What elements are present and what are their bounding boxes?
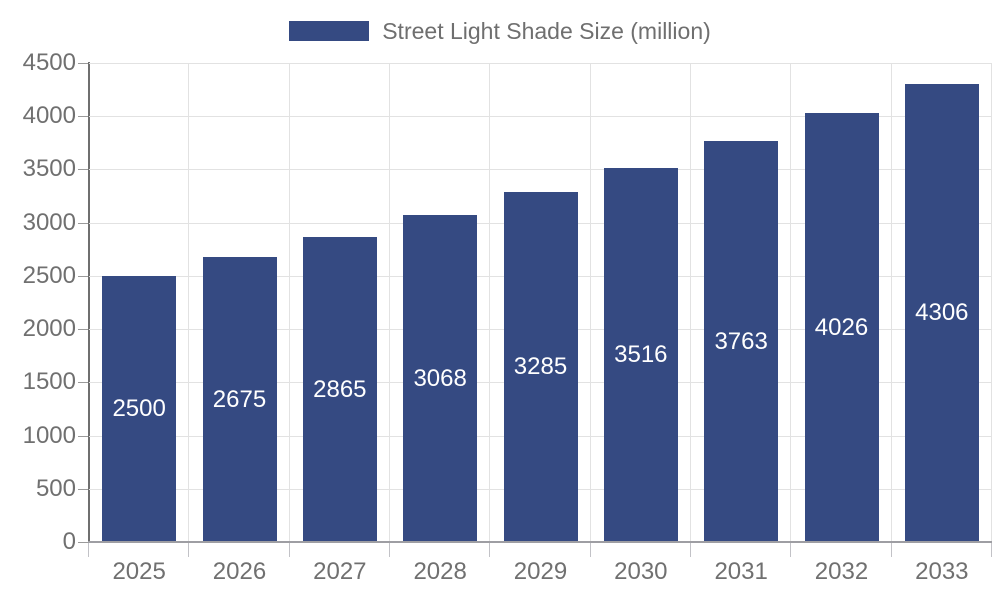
y-tick-mark [78, 116, 88, 118]
bar-2029[interactable]: 3285 [503, 192, 578, 542]
legend-swatch-icon [289, 21, 370, 41]
gridline-vertical [991, 63, 992, 542]
bar-value-label: 4026 [814, 313, 869, 341]
bar-2031[interactable]: 3763 [704, 141, 779, 542]
y-tick-label: 500 [35, 474, 76, 502]
y-axis-line [88, 62, 90, 543]
legend[interactable]: Street Light Shade Size (million) [0, 16, 1000, 46]
plot-area: 2500 2675 2865 3068 3285 3516 3763 4026 4306 [89, 63, 992, 542]
x-tick-label: 2025 [112, 558, 166, 585]
x-tick-label: 2026 [212, 558, 267, 585]
y-tick-mark [78, 169, 88, 171]
y-tick-label: 3500 [22, 155, 76, 183]
x-tick-label: 2028 [413, 558, 467, 585]
y-tick-label: 1000 [22, 421, 76, 449]
legend-label: Street Light Shade Size (million) [382, 17, 711, 44]
bar-value-label: 3068 [413, 364, 467, 392]
gridline-vertical [388, 63, 390, 542]
gridline-vertical [188, 63, 190, 542]
gridline-horizontal [89, 116, 992, 118]
x-tick-label: 2032 [814, 558, 869, 585]
y-tick-mark [78, 488, 88, 490]
bar-2027[interactable]: 2865 [302, 237, 377, 542]
y-tick-label: 2000 [22, 315, 76, 343]
x-tick-mark [991, 543, 992, 557]
bar-value-label: 2675 [212, 385, 267, 413]
bar-2033[interactable]: 4306 [904, 83, 979, 542]
y-tick-label: 2500 [22, 261, 76, 289]
gridline-vertical [489, 63, 491, 542]
bar-2026[interactable]: 2675 [202, 257, 277, 542]
x-tick-mark [890, 543, 892, 557]
x-tick-mark [489, 543, 491, 557]
x-tick-mark [188, 543, 190, 557]
x-tick-label: 2033 [915, 558, 969, 585]
y-tick-mark [78, 329, 88, 331]
bar-2030[interactable]: 3516 [603, 167, 678, 542]
bar-value-label: 3516 [614, 340, 668, 368]
gridline-horizontal [89, 169, 992, 171]
x-tick-mark [389, 543, 390, 557]
y-tick-mark [78, 382, 88, 384]
y-tick-label: 1500 [22, 368, 76, 396]
x-tick-mark [88, 543, 89, 557]
y-tick-mark [78, 542, 88, 543]
gridline-vertical [589, 63, 591, 542]
bar-value-label: 2865 [313, 375, 367, 403]
x-tick-label: 2030 [614, 558, 668, 585]
gridline-horizontal [89, 63, 992, 64]
bar-2032[interactable]: 4026 [804, 113, 879, 542]
y-tick-mark [78, 435, 88, 437]
bar-value-label: 3763 [714, 327, 768, 355]
bar-value-label: 2500 [112, 394, 166, 422]
bar-2028[interactable]: 3068 [403, 215, 478, 542]
x-tick-label: 2027 [313, 558, 367, 585]
bar-value-label: 3285 [513, 353, 568, 381]
bar-value-label: 4306 [915, 298, 969, 326]
y-tick-label: 4000 [22, 102, 76, 130]
y-tick-mark [78, 275, 88, 277]
y-tick-mark [78, 222, 88, 224]
y-tick-mark [78, 63, 88, 64]
gridline-vertical [890, 63, 892, 542]
x-tick-mark [589, 543, 591, 557]
gridline-vertical [689, 63, 691, 542]
y-tick-label: 4500 [22, 49, 76, 76]
y-tick-label: 3000 [22, 208, 76, 236]
y-tick-label: 0 [62, 528, 76, 555]
x-tick-label: 2031 [714, 558, 768, 585]
x-tick-mark [288, 543, 290, 557]
bar-2025[interactable]: 2500 [102, 275, 177, 542]
gridline-vertical [288, 63, 290, 542]
x-axis-line [88, 541, 992, 543]
gridline-vertical [790, 63, 792, 542]
x-tick-mark [690, 543, 691, 557]
x-tick-label: 2029 [513, 558, 568, 585]
x-tick-mark [790, 543, 792, 557]
